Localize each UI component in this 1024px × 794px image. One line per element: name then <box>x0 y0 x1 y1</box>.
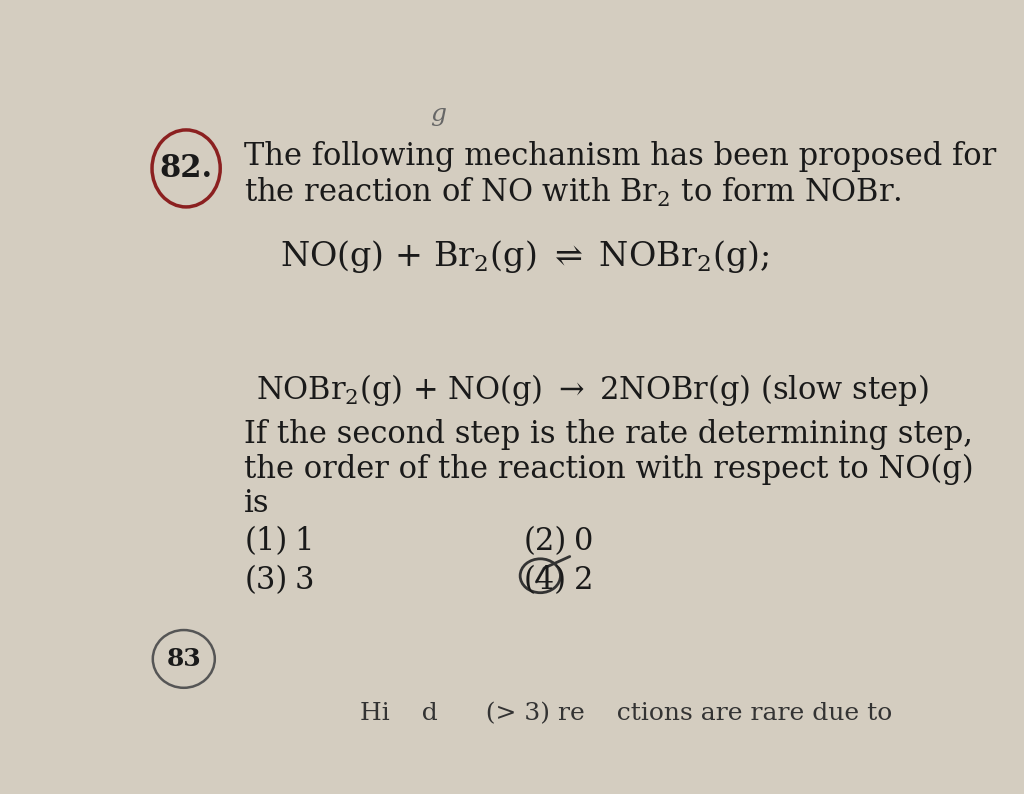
Text: g: g <box>430 103 446 126</box>
Text: (3): (3) <box>245 565 288 596</box>
Text: 1: 1 <box>295 526 314 557</box>
Text: NOBr$_2$(g) + NO(g) $\rightarrow$ 2NOBr(g) (slow step): NOBr$_2$(g) + NO(g) $\rightarrow$ 2NOBr(… <box>256 372 929 408</box>
Text: 82.: 82. <box>160 153 213 184</box>
Text: 0: 0 <box>573 526 593 557</box>
Text: 83: 83 <box>167 647 201 671</box>
Text: The following mechanism has been proposed for: The following mechanism has been propose… <box>245 141 996 172</box>
Text: 3: 3 <box>295 565 314 596</box>
Text: (2): (2) <box>523 526 566 557</box>
Text: the reaction of NO with Br$_2$ to form NOBr.: the reaction of NO with Br$_2$ to form N… <box>245 176 902 210</box>
Text: Hi    d      (> 3) re    ctions are rare due to: Hi d (> 3) re ctions are rare due to <box>360 702 893 725</box>
Text: the order of the reaction with respect to NO(g): the order of the reaction with respect t… <box>245 453 974 484</box>
Text: If the second step is the rate determining step,: If the second step is the rate determini… <box>245 418 973 449</box>
Text: (1): (1) <box>245 526 288 557</box>
Text: NO(g) + Br$_2$(g) $\rightleftharpoons$ NOBr$_2$(g);: NO(g) + Br$_2$(g) $\rightleftharpoons$ N… <box>281 237 769 275</box>
Text: is: is <box>245 488 270 519</box>
Text: 2: 2 <box>573 565 593 596</box>
Text: (4): (4) <box>523 565 566 596</box>
